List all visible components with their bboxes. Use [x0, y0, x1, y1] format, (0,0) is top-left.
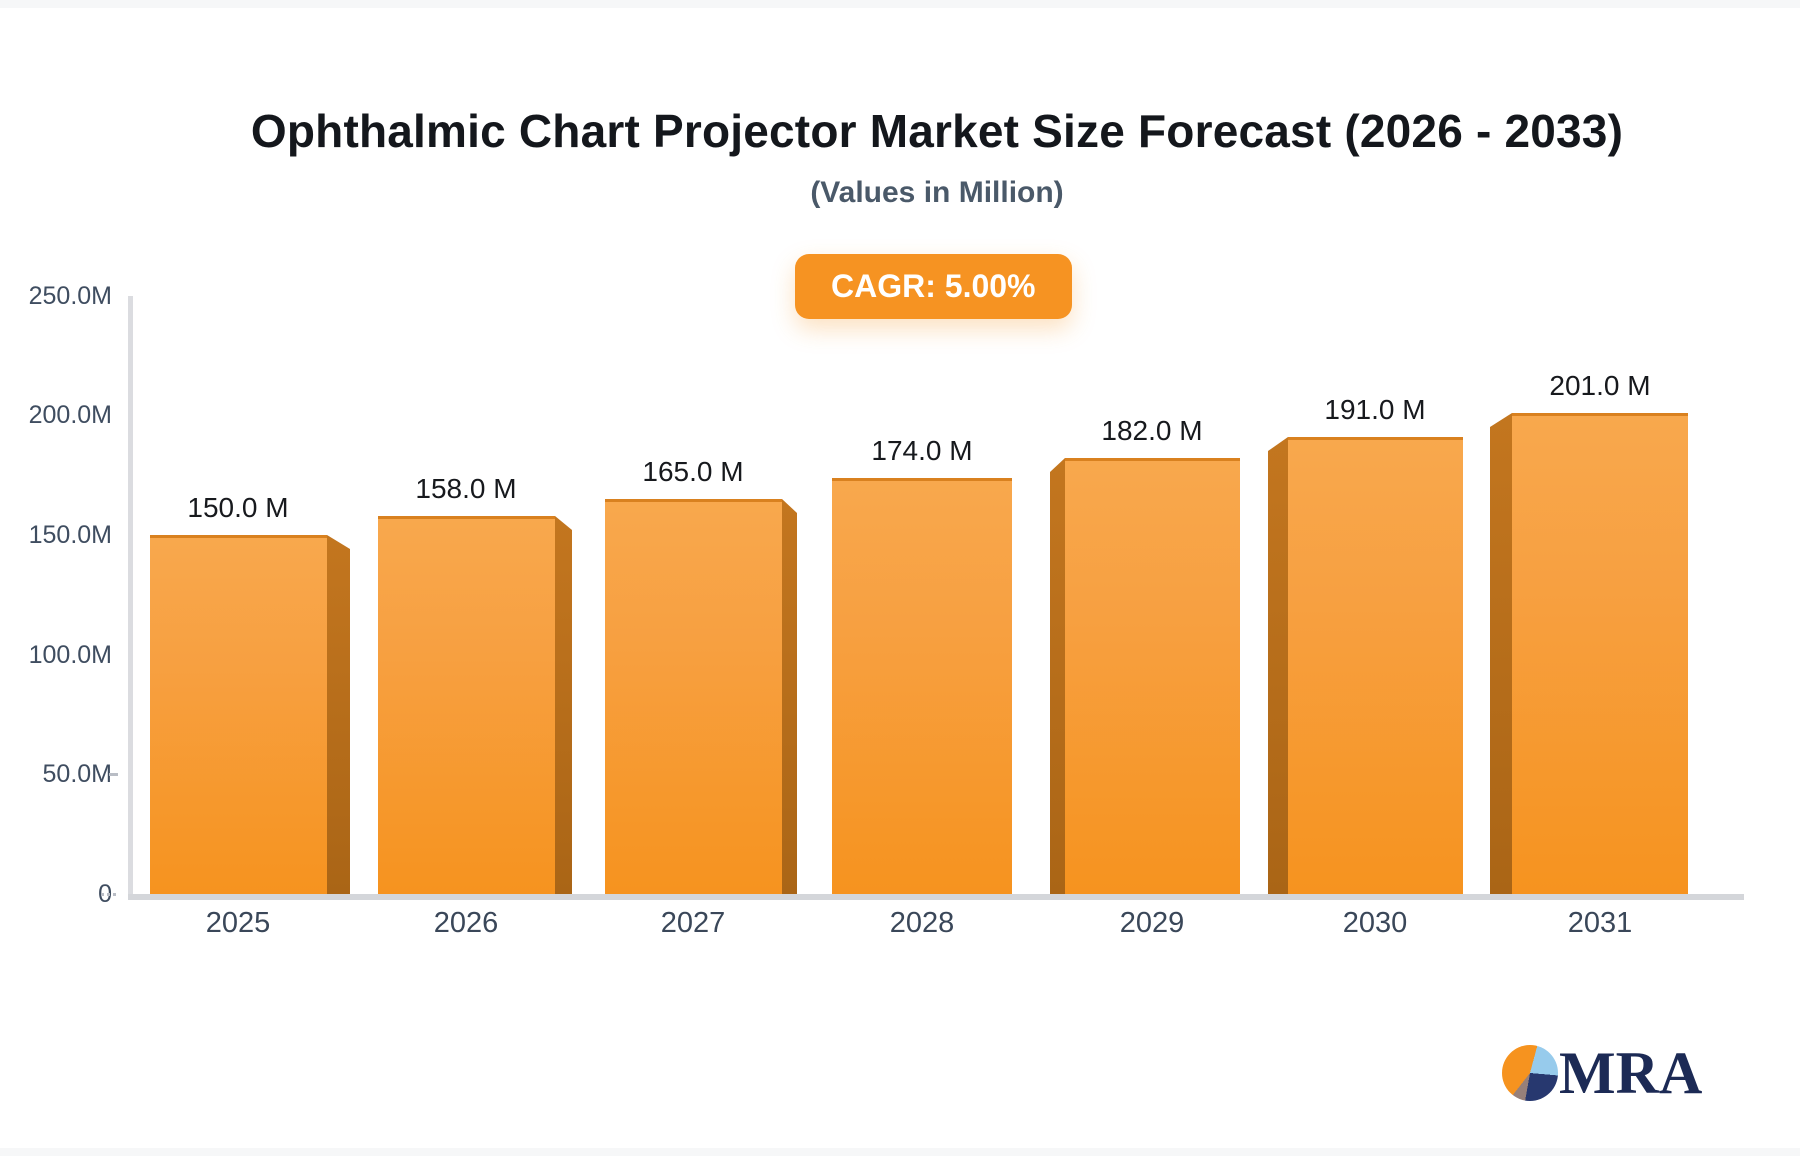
brand-logo: MRA [1502, 1040, 1703, 1106]
bar-front-face [1512, 413, 1688, 894]
y-tick-dash [101, 893, 116, 896]
bar-front-face [378, 516, 555, 894]
bar-value-label: 174.0 M [871, 435, 973, 466]
bar-value-label: 158.0 M [415, 473, 517, 504]
x-axis-label: 2029 [1119, 907, 1185, 939]
bar-value-label: 182.0 M [1101, 415, 1203, 446]
y-tick-label: 250.0M [28, 281, 112, 310]
bar-value-label: 150.0 M [187, 492, 289, 523]
x-axis-label: 2031 [1567, 907, 1633, 939]
bar-front-face [150, 535, 327, 894]
chart-subtitle: (Values in Million) [810, 176, 1064, 209]
x-axis-label: 2026 [433, 907, 499, 939]
bar-side-face [327, 535, 350, 894]
bar-front-face [1288, 437, 1463, 894]
chart-card: Ophthalmic Chart Projector Market Size F… [0, 8, 1800, 1148]
bar-side-face [1268, 437, 1288, 894]
bar-front-face [832, 478, 1012, 894]
bar-side-face [782, 499, 797, 894]
bar-side-face [1050, 458, 1065, 894]
logo-pie-icon [1502, 1045, 1558, 1101]
x-axis-label: 2025 [205, 907, 271, 939]
chart-title: Ophthalmic Chart Projector Market Size F… [250, 105, 1624, 157]
y-tick-label: 50.0M [42, 760, 112, 789]
bar-front-face [605, 499, 782, 894]
y-tick-label: 150.0M [28, 521, 112, 550]
bar-value-label: 201.0 M [1549, 370, 1651, 401]
bar-value-label: 191.0 M [1324, 394, 1426, 425]
bar-side-face [555, 516, 572, 894]
x-axis-label: 2030 [1342, 907, 1408, 939]
y-tick-label: 0 [98, 880, 112, 908]
bar-front-face [1065, 458, 1240, 894]
y-tick-dash [109, 773, 118, 777]
x-axis-label: 2027 [660, 907, 726, 939]
bar-side-face [1490, 413, 1512, 894]
y-axis-line [128, 296, 133, 894]
x-axis-label: 2028 [889, 907, 955, 939]
x-axis-line [128, 894, 1744, 900]
logo-text: MRA [1559, 1040, 1703, 1106]
y-tick-label: 100.0M [28, 640, 112, 669]
cagr-badge: CAGR: 5.00% [795, 254, 1072, 319]
bar-value-label: 165.0 M [642, 456, 744, 487]
y-tick-label: 200.0M [28, 401, 112, 430]
